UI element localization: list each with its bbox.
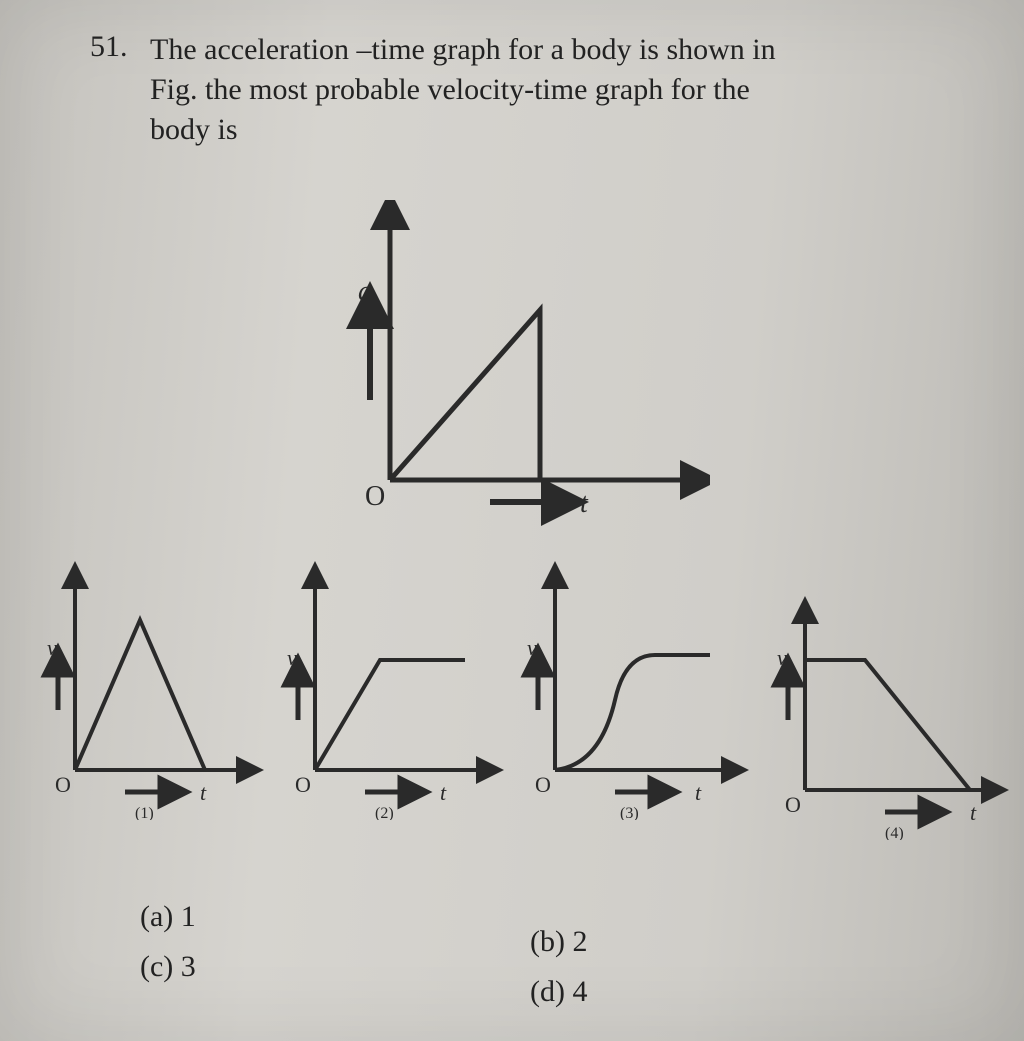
option-graph-3: v O t (3) <box>520 560 750 820</box>
data-curve <box>390 310 540 480</box>
option-id: (2) <box>375 805 394 820</box>
y-axis-label: v <box>47 635 57 660</box>
x-axis-label: t <box>695 780 702 805</box>
main-acceleration-time-graph: a O t <box>330 200 710 530</box>
x-axis-label: t <box>580 488 589 519</box>
answer-option-c: (c) 3 <box>140 950 196 984</box>
question-line-3: body is <box>150 110 930 151</box>
origin-label: O <box>785 792 801 817</box>
y-axis-label: v <box>287 645 297 670</box>
data-curve <box>315 660 465 770</box>
option-id: (1) <box>135 805 154 820</box>
answer-option-a: (a) 1 <box>140 900 196 934</box>
data-curve <box>555 655 710 770</box>
data-curve <box>805 660 970 790</box>
origin-label: O <box>535 772 551 797</box>
answer-option-b: (b) 2 <box>530 925 587 959</box>
question-line-1: The acceleration –time graph for a body … <box>150 30 930 71</box>
answer-option-d: (d) 4 <box>530 975 587 1009</box>
origin-label: O <box>295 772 311 797</box>
option-id: (3) <box>620 805 639 820</box>
page: 51. The acceleration –time graph for a b… <box>0 0 1024 1041</box>
question-number: 51. <box>90 30 128 64</box>
y-axis-label: v <box>527 635 537 660</box>
origin-label: O <box>55 772 71 797</box>
question-line-2: Fig. the most probable velocity-time gra… <box>150 70 930 111</box>
option-graph-2: v O t (2) <box>280 560 510 820</box>
option-graph-1: v O t (1) <box>40 560 270 820</box>
x-axis-label: t <box>440 780 447 805</box>
x-axis-label: t <box>200 780 207 805</box>
y-axis-label: a <box>358 276 372 307</box>
option-id: (4) <box>885 825 904 840</box>
data-curve <box>75 620 205 770</box>
x-axis-label: t <box>970 800 977 825</box>
y-axis-label: v <box>777 645 787 670</box>
origin-label: O <box>365 481 385 512</box>
option-graph-4: v O t (4) <box>770 580 1010 840</box>
